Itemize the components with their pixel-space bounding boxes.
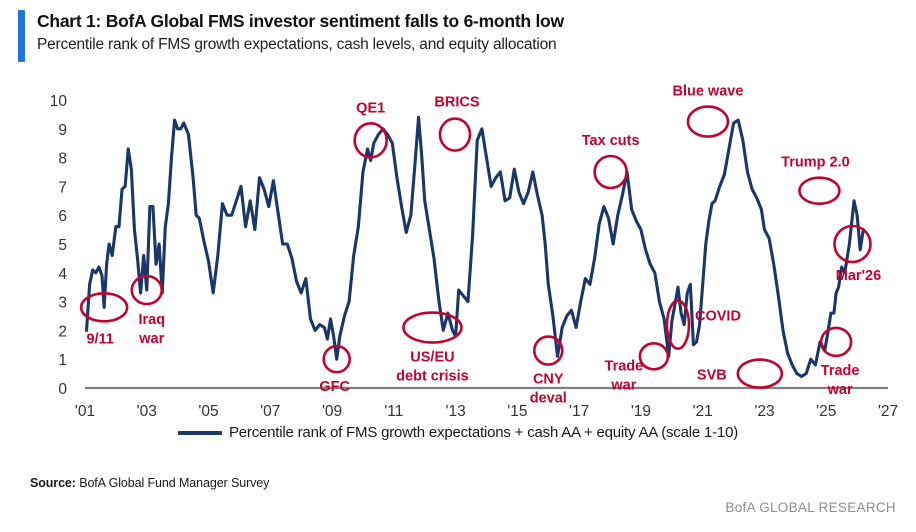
annotation-ring [798, 176, 841, 206]
y-axis-tick-label: 7 [58, 179, 67, 196]
annotation-label: 9/11 [86, 331, 113, 347]
plot-area: 0 1 2 3 4 5 6 7 8 9 10 '01 '03 '05 '07 '09 '11 '13 '15 '17 '… [0, 78, 916, 423]
chart-header: Chart 1: BofA Global FMS investor sentim… [18, 10, 898, 62]
y-axis-tick-label: 4 [58, 266, 67, 283]
annotation-label: BRICS [434, 95, 479, 111]
annotation-ring [402, 311, 463, 344]
annotation-label: Trade war [605, 358, 644, 393]
data-series-line [84, 115, 865, 379]
chart-legend: Percentile rank of FMS growth expectatio… [0, 424, 916, 441]
annotation-ring [593, 154, 628, 190]
annotation-ring [819, 326, 853, 358]
y-axis-tick-label: 0 [58, 381, 67, 398]
annotation-ring [833, 224, 872, 264]
legend-swatch [177, 430, 222, 435]
x-axis-tick-label: '07 [260, 403, 280, 420]
y-axis-tick-label: 10 [50, 93, 68, 110]
x-axis-tick-label: '19 [631, 403, 651, 420]
x-axis-tick-label: '21 [693, 403, 713, 420]
x-axis-tick-label: '01 [75, 403, 95, 420]
annotation-label: US/EU debt crisis [396, 350, 469, 385]
annotation-ring [438, 117, 472, 152]
x-axis-tick-label: '09 [322, 403, 342, 420]
y-axis-tick-label: 8 [58, 151, 67, 168]
annotation-ring [353, 122, 388, 159]
annotation-ring [736, 358, 784, 389]
annotation-label: Iraq war [138, 312, 165, 347]
y-axis-tick-label: 2 [58, 323, 67, 340]
annotation-label: Trade war [821, 363, 860, 398]
annotation-ring [322, 344, 352, 374]
x-axis-tick-label: '25 [816, 403, 836, 420]
annotation-label: COVID [695, 309, 741, 325]
annotation-label: Tax cuts [582, 133, 640, 149]
x-axis-tick-label: '13 [446, 403, 466, 420]
annotation-label: Mar'26 [836, 268, 881, 284]
y-axis-tick-label: 9 [58, 122, 67, 139]
y-axis-tick-label: 5 [58, 237, 67, 254]
y-axis-tick-label: 3 [58, 295, 67, 312]
annotation-label: GFC [319, 379, 350, 395]
x-axis-tick-label: '05 [198, 403, 218, 420]
accent-bar [18, 10, 25, 62]
y-axis-tick-label: 6 [58, 208, 67, 225]
x-axis-tick-label: '03 [137, 403, 157, 420]
annotation-label: Blue wave [672, 84, 743, 100]
source-text: BofA Global Fund Manager Survey [79, 476, 270, 490]
annotation-ring [130, 274, 164, 306]
annotation-ring [638, 342, 670, 371]
legend-label: Percentile rank of FMS growth expectatio… [228, 424, 739, 441]
annotation-ring [665, 299, 691, 350]
x-axis-tick-label: '11 [384, 403, 403, 420]
brand-footer: BofA GLOBAL RESEARCH [725, 500, 896, 515]
line-chart: 0 1 2 3 4 5 6 7 8 9 10 '01 '03 '05 '07 '09 '11 '13 '15 '17 '… [50, 84, 898, 420]
annotation-label: QE1 [356, 100, 385, 116]
annotation-label: SVB [697, 368, 727, 384]
annotation-ring [686, 105, 730, 138]
annotation-ring [79, 292, 129, 323]
page-title: Chart 1: BofA Global FMS investor sentim… [37, 11, 564, 31]
page-subtitle: Percentile rank of FMS growth expectatio… [37, 35, 557, 53]
annotation-ring [532, 335, 564, 366]
x-axis-tick-label: '15 [507, 403, 527, 420]
annotation-label: Trump 2.0 [781, 155, 850, 171]
x-axis-tick-label: '17 [569, 403, 589, 420]
y-axis-tick-label: 1 [58, 352, 67, 369]
annotation-label: CNY deval [530, 372, 567, 407]
header-text-group: Chart 1: BofA Global FMS investor sentim… [37, 10, 564, 62]
x-axis-tick-label: '23 [754, 403, 774, 420]
source-note: Source: BofA Global Fund Manager Survey [30, 476, 269, 490]
x-axis-tick-label: '27 [878, 403, 898, 420]
source-label: Source: [30, 476, 76, 490]
